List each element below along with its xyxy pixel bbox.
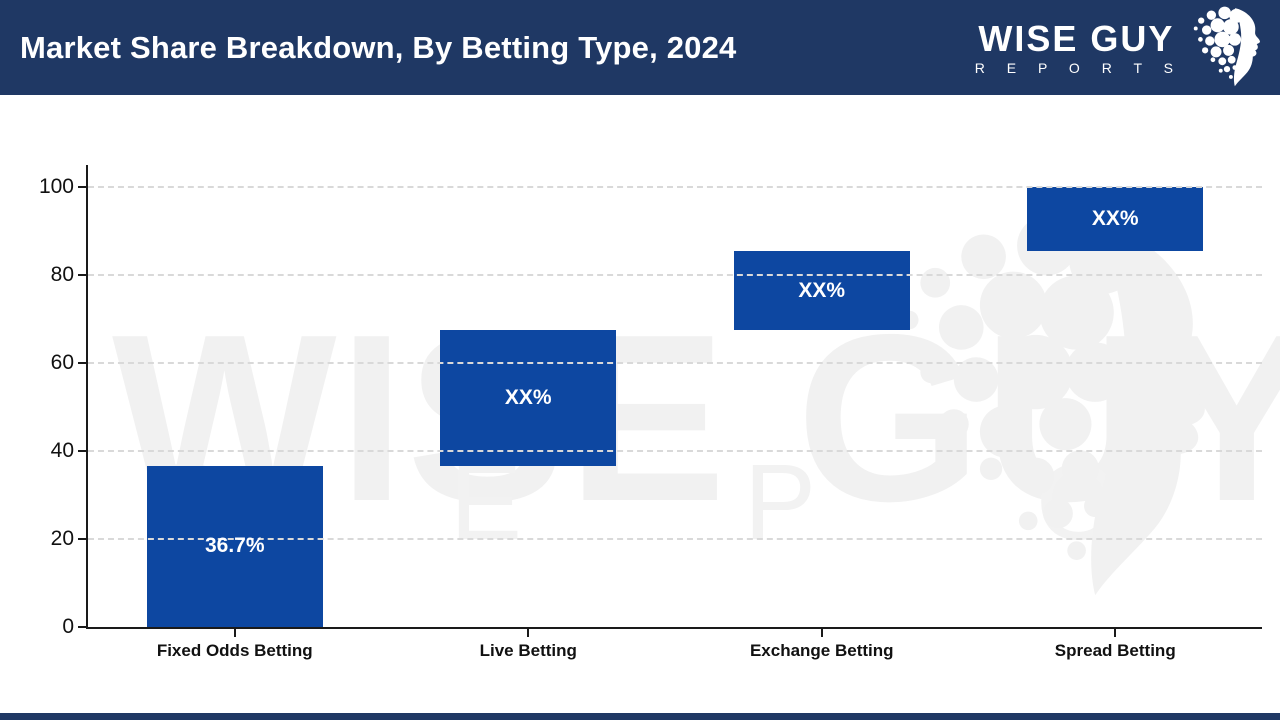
bar-spread-betting <box>1027 187 1204 251</box>
footer-bar <box>0 713 1280 720</box>
brand-subtitle-text: R E P O R T S <box>974 60 1182 76</box>
gridline <box>88 274 1262 276</box>
y-tick-label: 60 <box>50 351 74 374</box>
y-tick-label: 0 <box>62 615 74 638</box>
bar-value-label: 36.7% <box>204 534 265 558</box>
bar-fixed-odds-betting <box>146 465 323 627</box>
y-tick-mark <box>78 626 86 628</box>
bar-value-label: XX% <box>504 385 552 409</box>
x-category-label: Exchange Betting <box>749 641 894 660</box>
y-tick-label: 100 <box>38 175 74 198</box>
x-category-label: Spread Betting <box>1054 641 1176 660</box>
y-tick-mark <box>78 538 86 540</box>
header-bar: Market Share Breakdown, By Betting Type,… <box>0 0 1280 95</box>
brand-logo: WISE GUY R E P O R T S <box>971 4 1268 92</box>
y-tick-mark <box>78 362 86 364</box>
y-tick-label: 20 <box>50 527 74 550</box>
x-tick-mark <box>233 629 236 637</box>
brand-name-text: WISE GUY <box>978 18 1175 59</box>
y-tick-mark <box>78 274 86 276</box>
x-tick-mark <box>1114 629 1117 637</box>
watermark-face-icon <box>899 215 1215 596</box>
y-tick-label: 80 <box>50 263 74 286</box>
x-tick-mark <box>527 629 530 637</box>
bar-value-label: XX% <box>798 278 846 302</box>
x-tick-mark <box>820 629 823 637</box>
y-tick-mark <box>78 450 86 452</box>
y-axis-line <box>86 165 88 629</box>
bar-live-betting <box>440 330 617 466</box>
gridline <box>88 538 1262 540</box>
y-tick-label: 40 <box>50 439 74 462</box>
x-axis-line <box>86 627 1262 629</box>
brand-wordmark: WISE GUY R E P O R T S <box>971 18 1182 76</box>
brand-face-icon <box>1193 6 1260 87</box>
bar-exchange-betting <box>733 250 910 331</box>
gridline <box>88 450 1262 452</box>
x-category-label: Fixed Odds Betting <box>156 641 313 660</box>
bar-value-label: XX% <box>1091 206 1139 230</box>
x-category-label: Live Betting <box>479 641 577 660</box>
y-tick-mark <box>78 186 86 188</box>
chart-title: Market Share Breakdown, By Betting Type,… <box>20 29 737 65</box>
gridline <box>88 362 1262 364</box>
gridline <box>88 186 1262 188</box>
